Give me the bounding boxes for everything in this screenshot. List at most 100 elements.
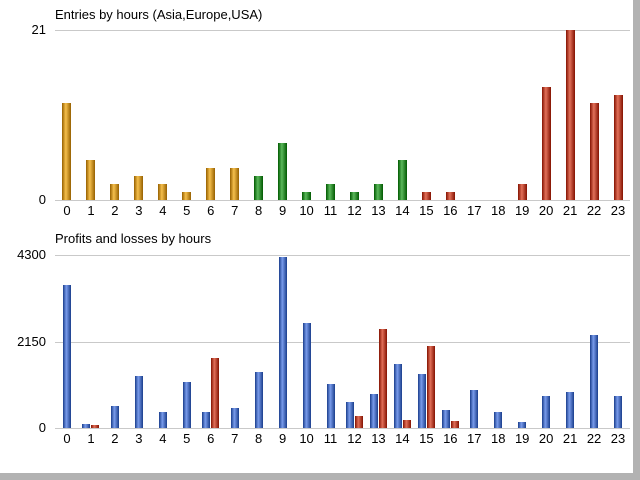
x-axis-label: 13 bbox=[371, 431, 386, 446]
x-axis-label: 18 bbox=[490, 203, 506, 218]
x-axis-label: 8 bbox=[255, 431, 263, 446]
bar-profit-hour-12 bbox=[346, 402, 354, 428]
bar-profit-hour-22 bbox=[590, 335, 598, 428]
x-axis-label: 12 bbox=[347, 203, 362, 218]
bar-profit-hour-17 bbox=[470, 390, 478, 428]
x-axis-label: 7 bbox=[231, 203, 239, 218]
bar-profit-hour-19 bbox=[518, 422, 526, 428]
entries-chart-title: Entries by hours (Asia,Europe,USA) bbox=[55, 7, 263, 22]
bar-profit-hour-21 bbox=[566, 392, 574, 428]
profits-chart-title: Profits and losses by hours bbox=[55, 231, 212, 246]
bar-usa-hour-20 bbox=[542, 87, 551, 200]
bar-loss-hour-13 bbox=[379, 329, 387, 428]
bar-profit-hour-0 bbox=[63, 285, 71, 428]
bar-usa-hour-21 bbox=[566, 30, 575, 200]
bar-loss-hour-12 bbox=[355, 416, 363, 428]
bar-asia-hour-1 bbox=[86, 160, 95, 200]
x-axis-label: 5 bbox=[183, 203, 191, 218]
x-axis-label: 15 bbox=[419, 431, 434, 446]
y-axis-label: 0 bbox=[38, 192, 46, 207]
bar-asia-hour-0 bbox=[62, 103, 71, 200]
bar-loss-hour-6 bbox=[211, 358, 219, 428]
bar-profit-hour-4 bbox=[159, 412, 167, 428]
bar-usa-hour-23 bbox=[614, 95, 623, 200]
bar-asia-hour-4 bbox=[158, 184, 167, 200]
x-axis-label: 6 bbox=[207, 203, 215, 218]
x-axis-label: 10 bbox=[299, 203, 314, 218]
bar-profit-hour-1 bbox=[82, 424, 90, 428]
y-axis-label: 2150 bbox=[17, 334, 46, 349]
chart-canvas: Entries by hours (Asia,Europe,USA) Profi… bbox=[0, 0, 633, 473]
x-axis-label: 23 bbox=[610, 431, 626, 446]
bar-profit-hour-3 bbox=[135, 376, 143, 428]
x-axis-label: 13 bbox=[371, 203, 386, 218]
x-axis-label: 9 bbox=[278, 431, 287, 446]
bar-europe-hour-12 bbox=[350, 192, 359, 200]
x-axis-label: 9 bbox=[278, 203, 287, 218]
bar-loss-hour-14 bbox=[403, 420, 411, 428]
x-axis-label: 19 bbox=[514, 203, 530, 218]
x-axis-label: 18 bbox=[490, 431, 506, 446]
x-axis-label: 10 bbox=[299, 431, 314, 446]
x-axis-label: 8 bbox=[255, 203, 263, 218]
x-axis-label: 2 bbox=[111, 431, 119, 446]
x-axis-label: 16 bbox=[443, 203, 458, 218]
x-axis-label: 4 bbox=[159, 431, 167, 446]
x-axis-label: 22 bbox=[586, 203, 602, 218]
bar-profit-hour-23 bbox=[614, 396, 622, 428]
bar-profit-hour-18 bbox=[494, 412, 502, 428]
x-axis-label: 4 bbox=[159, 203, 167, 218]
x-axis-label: 15 bbox=[419, 203, 434, 218]
bar-europe-hour-9 bbox=[278, 143, 287, 200]
x-axis-label: 20 bbox=[538, 203, 554, 218]
x-axis-label: 12 bbox=[347, 431, 362, 446]
bar-europe-hour-11 bbox=[326, 184, 335, 200]
gridline bbox=[55, 342, 630, 343]
bar-usa-hour-15 bbox=[422, 192, 431, 200]
bar-usa-hour-22 bbox=[590, 103, 599, 200]
x-axis-label: 11 bbox=[323, 203, 338, 218]
x-axis-label: 16 bbox=[443, 431, 458, 446]
bar-profit-hour-7 bbox=[231, 408, 239, 428]
bar-profit-hour-6 bbox=[202, 412, 210, 428]
x-axis-label: 3 bbox=[135, 431, 143, 446]
y-axis-label: 0 bbox=[38, 420, 46, 435]
gridline bbox=[55, 30, 630, 31]
x-axis-label: 14 bbox=[395, 203, 410, 218]
bar-usa-hour-16 bbox=[446, 192, 455, 200]
bar-loss-hour-15 bbox=[427, 346, 435, 428]
x-axis-label: 5 bbox=[183, 431, 191, 446]
x-axis-label: 6 bbox=[207, 431, 215, 446]
gridline bbox=[55, 428, 630, 429]
bar-europe-hour-8 bbox=[254, 176, 263, 200]
x-axis-label: 0 bbox=[63, 431, 71, 446]
bar-profit-hour-8 bbox=[255, 372, 263, 428]
y-axis-label: 4300 bbox=[17, 247, 46, 262]
x-axis-label: 19 bbox=[514, 431, 530, 446]
bar-profit-hour-20 bbox=[542, 396, 550, 428]
gridline bbox=[55, 255, 630, 256]
bar-loss-hour-16 bbox=[451, 421, 459, 428]
bar-asia-hour-2 bbox=[110, 184, 119, 200]
bar-profit-hour-16 bbox=[442, 410, 450, 428]
bar-asia-hour-5 bbox=[182, 192, 191, 200]
x-axis-label: 20 bbox=[538, 431, 554, 446]
bar-profit-hour-9 bbox=[279, 257, 287, 428]
bar-profit-hour-2 bbox=[111, 406, 119, 428]
x-axis-label: 21 bbox=[562, 203, 578, 218]
x-axis-label: 17 bbox=[467, 203, 482, 218]
bar-profit-hour-15 bbox=[418, 374, 426, 428]
bar-usa-hour-19 bbox=[518, 184, 527, 200]
x-axis-label: 0 bbox=[63, 203, 71, 218]
gridline bbox=[55, 200, 630, 201]
x-axis-label: 14 bbox=[395, 431, 410, 446]
x-axis-label: 2 bbox=[111, 203, 119, 218]
bar-profit-hour-5 bbox=[183, 382, 191, 428]
y-axis-label: 21 bbox=[31, 22, 46, 37]
bar-loss-hour-1 bbox=[91, 425, 99, 428]
x-axis-label: 7 bbox=[231, 431, 239, 446]
bar-asia-hour-3 bbox=[134, 176, 143, 200]
bar-asia-hour-6 bbox=[206, 168, 215, 200]
bar-profit-hour-11 bbox=[327, 384, 335, 428]
